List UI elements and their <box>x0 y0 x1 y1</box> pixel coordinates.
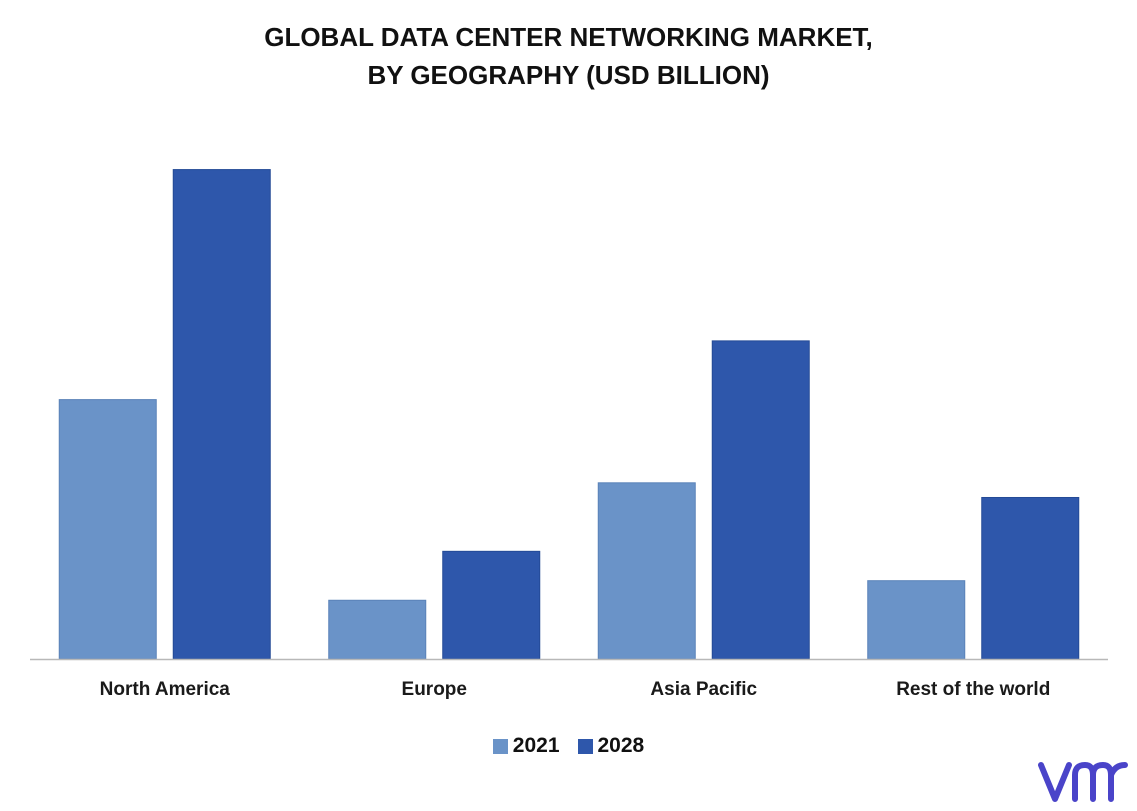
brand-logo <box>1038 762 1128 802</box>
bar-asia-pacific-2028 <box>711 340 810 660</box>
category-label-north-america: North America <box>100 679 231 700</box>
bar-europe-2028 <box>442 550 541 660</box>
legend-label-2021: 2021 <box>512 734 560 757</box>
legend: 2021 2028 <box>0 734 1137 758</box>
chart-title-line-2: BY GEOGRAPHY (USD BILLION) <box>367 60 770 90</box>
bar-rest-of-the-world-2021 <box>867 580 966 660</box>
bar-north-america-2021 <box>58 399 157 660</box>
bar-europe-2021 <box>328 599 427 660</box>
category-label-rest-of-the-world: Rest of the world <box>896 679 1050 700</box>
legend-swatch-2021 <box>492 738 508 754</box>
legend-item-2021: 2021 <box>492 734 560 758</box>
category-label-asia-pacific: Asia Pacific <box>650 679 757 700</box>
category-label-europe: Europe <box>402 679 467 700</box>
legend-swatch-2028 <box>577 738 593 754</box>
chart-title: GLOBAL DATA CENTER NETWORKING MARKET, BY… <box>0 18 1137 94</box>
chart-title-line-1: GLOBAL DATA CENTER NETWORKING MARKET, <box>264 22 873 52</box>
legend-item-2028: 2028 <box>577 734 645 758</box>
bar-north-america-2028 <box>172 169 271 660</box>
legend-label-2028: 2028 <box>597 734 645 757</box>
bar-rest-of-the-world-2028 <box>981 496 1080 660</box>
bar-asia-pacific-2021 <box>597 482 696 660</box>
